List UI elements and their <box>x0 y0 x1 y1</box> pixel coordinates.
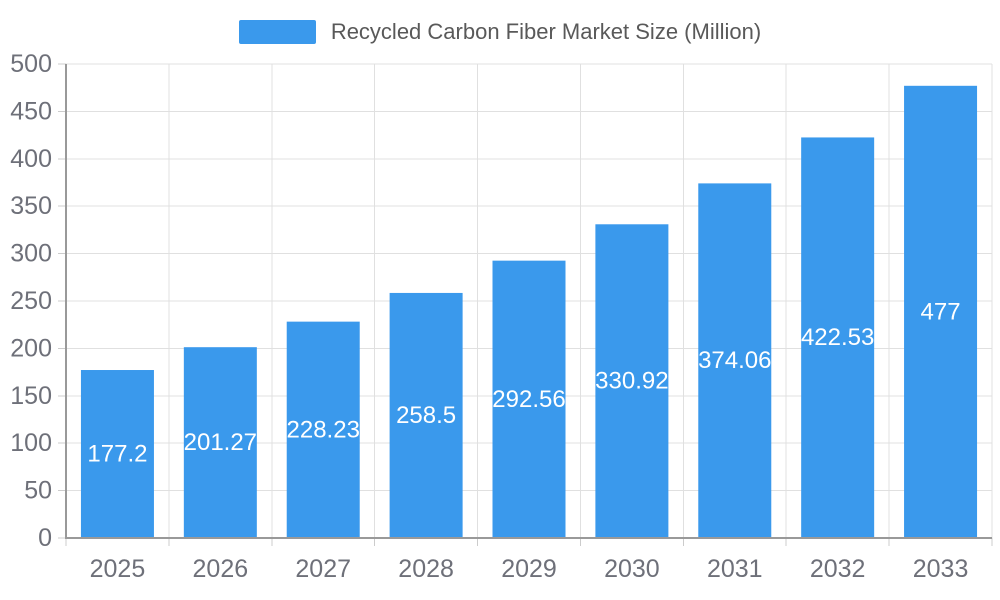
bar-value-label: 330.92 <box>595 368 668 395</box>
x-axis-label: 2033 <box>913 555 969 583</box>
x-axis-label: 2026 <box>193 555 249 583</box>
bar-2030[interactable] <box>595 224 669 538</box>
bar-2032[interactable] <box>801 137 875 538</box>
bar-value-label: 477 <box>921 298 961 325</box>
bar-value-label: 292.56 <box>492 386 565 413</box>
y-axis-label: 400 <box>10 145 52 173</box>
bar-value-label: 177.2 <box>87 441 147 468</box>
bar-2026[interactable] <box>183 347 257 538</box>
y-axis-label: 150 <box>10 382 52 410</box>
x-axis-label: 2028 <box>398 555 454 583</box>
legend[interactable]: Recycled Carbon Fiber Market Size (Milli… <box>0 17 1000 47</box>
bar-value-label: 201.27 <box>184 429 257 456</box>
y-axis-label: 50 <box>24 477 52 505</box>
bar-2027[interactable] <box>286 321 360 538</box>
bar-2029[interactable] <box>492 260 566 538</box>
y-axis-label: 300 <box>10 240 52 268</box>
bar-2031[interactable] <box>698 183 772 538</box>
y-axis-label: 100 <box>10 429 52 457</box>
bar-2025[interactable] <box>80 370 154 538</box>
x-axis-label: 2029 <box>501 555 557 583</box>
legend-label[interactable]: Recycled Carbon Fiber Market Size (Milli… <box>330 19 762 44</box>
y-axis-label: 500 <box>10 50 52 78</box>
bar-2028[interactable] <box>389 292 463 538</box>
y-axis-label: 350 <box>10 192 52 220</box>
bar-value-label: 374.06 <box>698 347 771 374</box>
bar-value-label: 228.23 <box>287 416 360 443</box>
x-axis-label: 2025 <box>90 555 146 583</box>
x-axis-label: 2031 <box>707 555 763 583</box>
bar-value-label: 422.53 <box>801 324 874 351</box>
x-axis-label: 2027 <box>295 555 351 583</box>
legend-marker[interactable] <box>238 20 316 44</box>
y-axis-label: 250 <box>10 287 52 315</box>
y-axis-label: 200 <box>10 334 52 362</box>
y-axis-label: 450 <box>10 97 52 125</box>
y-axis-label: 0 <box>38 524 52 552</box>
bar-2033[interactable] <box>904 85 978 538</box>
x-axis-label: 2030 <box>604 555 660 583</box>
x-axis-label: 2032 <box>810 555 866 583</box>
bar-value-label: 258.5 <box>396 402 456 429</box>
